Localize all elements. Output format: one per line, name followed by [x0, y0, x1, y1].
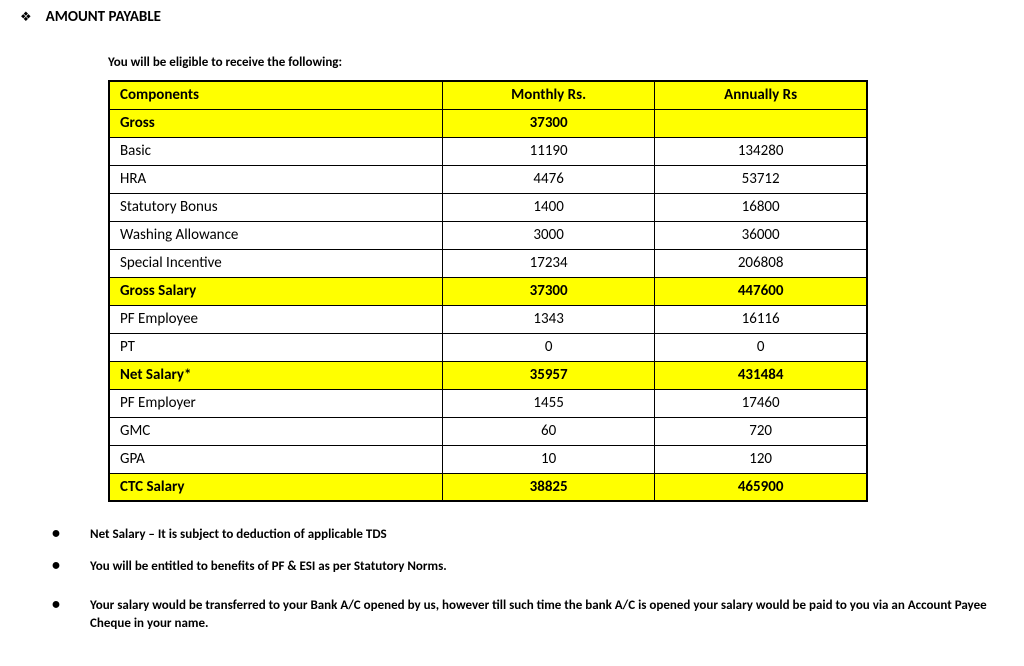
col-header-monthly: Monthly Rs.: [443, 81, 655, 109]
cell-component: Gross Salary: [109, 277, 443, 305]
cell-monthly: 60: [443, 417, 655, 445]
table-row: Washing Allowance300036000: [109, 221, 867, 249]
cell-component: CTC Salary: [109, 473, 443, 501]
intro-text: You will be eligible to receive the foll…: [0, 55, 1024, 70]
cell-component: Statutory Bonus: [109, 193, 443, 221]
cell-annually: 431484: [655, 361, 867, 389]
cell-component: GMC: [109, 417, 443, 445]
cell-annually: 16116: [655, 305, 867, 333]
cell-component: PF Employer: [109, 389, 443, 417]
table-row: GMC60720: [109, 417, 867, 445]
table-row: Gross37300: [109, 109, 867, 137]
notes-list: • Net Salary – It is subject to deductio…: [0, 526, 1024, 632]
cell-monthly: 0: [443, 333, 655, 361]
cell-annually: 16800: [655, 193, 867, 221]
cell-annually: 17460: [655, 389, 867, 417]
note-text: Net Salary – It is subject to deduction …: [90, 526, 1016, 544]
cell-component: Net Salary*: [109, 361, 443, 389]
bullet-dot-icon: •: [52, 597, 62, 632]
cell-monthly: 37300: [443, 109, 655, 137]
cell-component: HRA: [109, 165, 443, 193]
heading-text: AMOUNT PAYABLE: [46, 8, 161, 26]
cell-component: GPA: [109, 445, 443, 473]
note-item: • You will be entitled to benefits of PF…: [52, 558, 1016, 576]
cell-monthly: 4476: [443, 165, 655, 193]
note-item: • Your salary would be transferred to yo…: [52, 597, 1016, 632]
note-text: Your salary would be transferred to your…: [90, 597, 1016, 632]
cell-monthly: 1400: [443, 193, 655, 221]
table-row: PF Employer145517460: [109, 389, 867, 417]
cell-annually: 134280: [655, 137, 867, 165]
cell-annually: 120: [655, 445, 867, 473]
col-header-components: Components: [109, 81, 443, 109]
col-header-annually: Annually Rs: [655, 81, 867, 109]
note-item: • Net Salary – It is subject to deductio…: [52, 526, 1016, 544]
bullet-dot-icon: •: [52, 526, 62, 544]
cell-monthly: 1343: [443, 305, 655, 333]
cell-annually: 206808: [655, 249, 867, 277]
cell-component: Gross: [109, 109, 443, 137]
cell-monthly: 38825: [443, 473, 655, 501]
cell-monthly: 37300: [443, 277, 655, 305]
cell-monthly: 3000: [443, 221, 655, 249]
cell-monthly: 35957: [443, 361, 655, 389]
cell-annually: 447600: [655, 277, 867, 305]
table-header-row: Components Monthly Rs. Annually Rs: [109, 81, 867, 109]
cell-component: PT: [109, 333, 443, 361]
table-row: Basic11190134280: [109, 137, 867, 165]
cell-annually: 36000: [655, 221, 867, 249]
cell-component: Basic: [109, 137, 443, 165]
table-row: Gross Salary37300447600: [109, 277, 867, 305]
cell-component: PF Employee: [109, 305, 443, 333]
cell-annually: 53712: [655, 165, 867, 193]
cell-component: Washing Allowance: [109, 221, 443, 249]
cell-annually: [655, 109, 867, 137]
cell-monthly: 10: [443, 445, 655, 473]
table-row: PT00: [109, 333, 867, 361]
cell-component: Special Incentive: [109, 249, 443, 277]
table-row: PF Employee134316116: [109, 305, 867, 333]
salary-table: Components Monthly Rs. Annually Rs Gross…: [108, 80, 868, 502]
cell-monthly: 11190: [443, 137, 655, 165]
section-heading: ❖ AMOUNT PAYABLE: [0, 8, 1024, 27]
cell-annually: 0: [655, 333, 867, 361]
diamond-bullet-icon: ❖: [20, 8, 32, 27]
cell-monthly: 17234: [443, 249, 655, 277]
table-row: Net Salary*35957431484: [109, 361, 867, 389]
cell-annually: 720: [655, 417, 867, 445]
table-row: CTC Salary38825465900: [109, 473, 867, 501]
table-row: Statutory Bonus140016800: [109, 193, 867, 221]
cell-annually: 465900: [655, 473, 867, 501]
cell-monthly: 1455: [443, 389, 655, 417]
table-row: Special Incentive17234206808: [109, 249, 867, 277]
note-text: You will be entitled to benefits of PF &…: [90, 558, 1016, 576]
table-row: GPA10120: [109, 445, 867, 473]
table-row: HRA447653712: [109, 165, 867, 193]
bullet-dot-icon: •: [52, 558, 62, 576]
